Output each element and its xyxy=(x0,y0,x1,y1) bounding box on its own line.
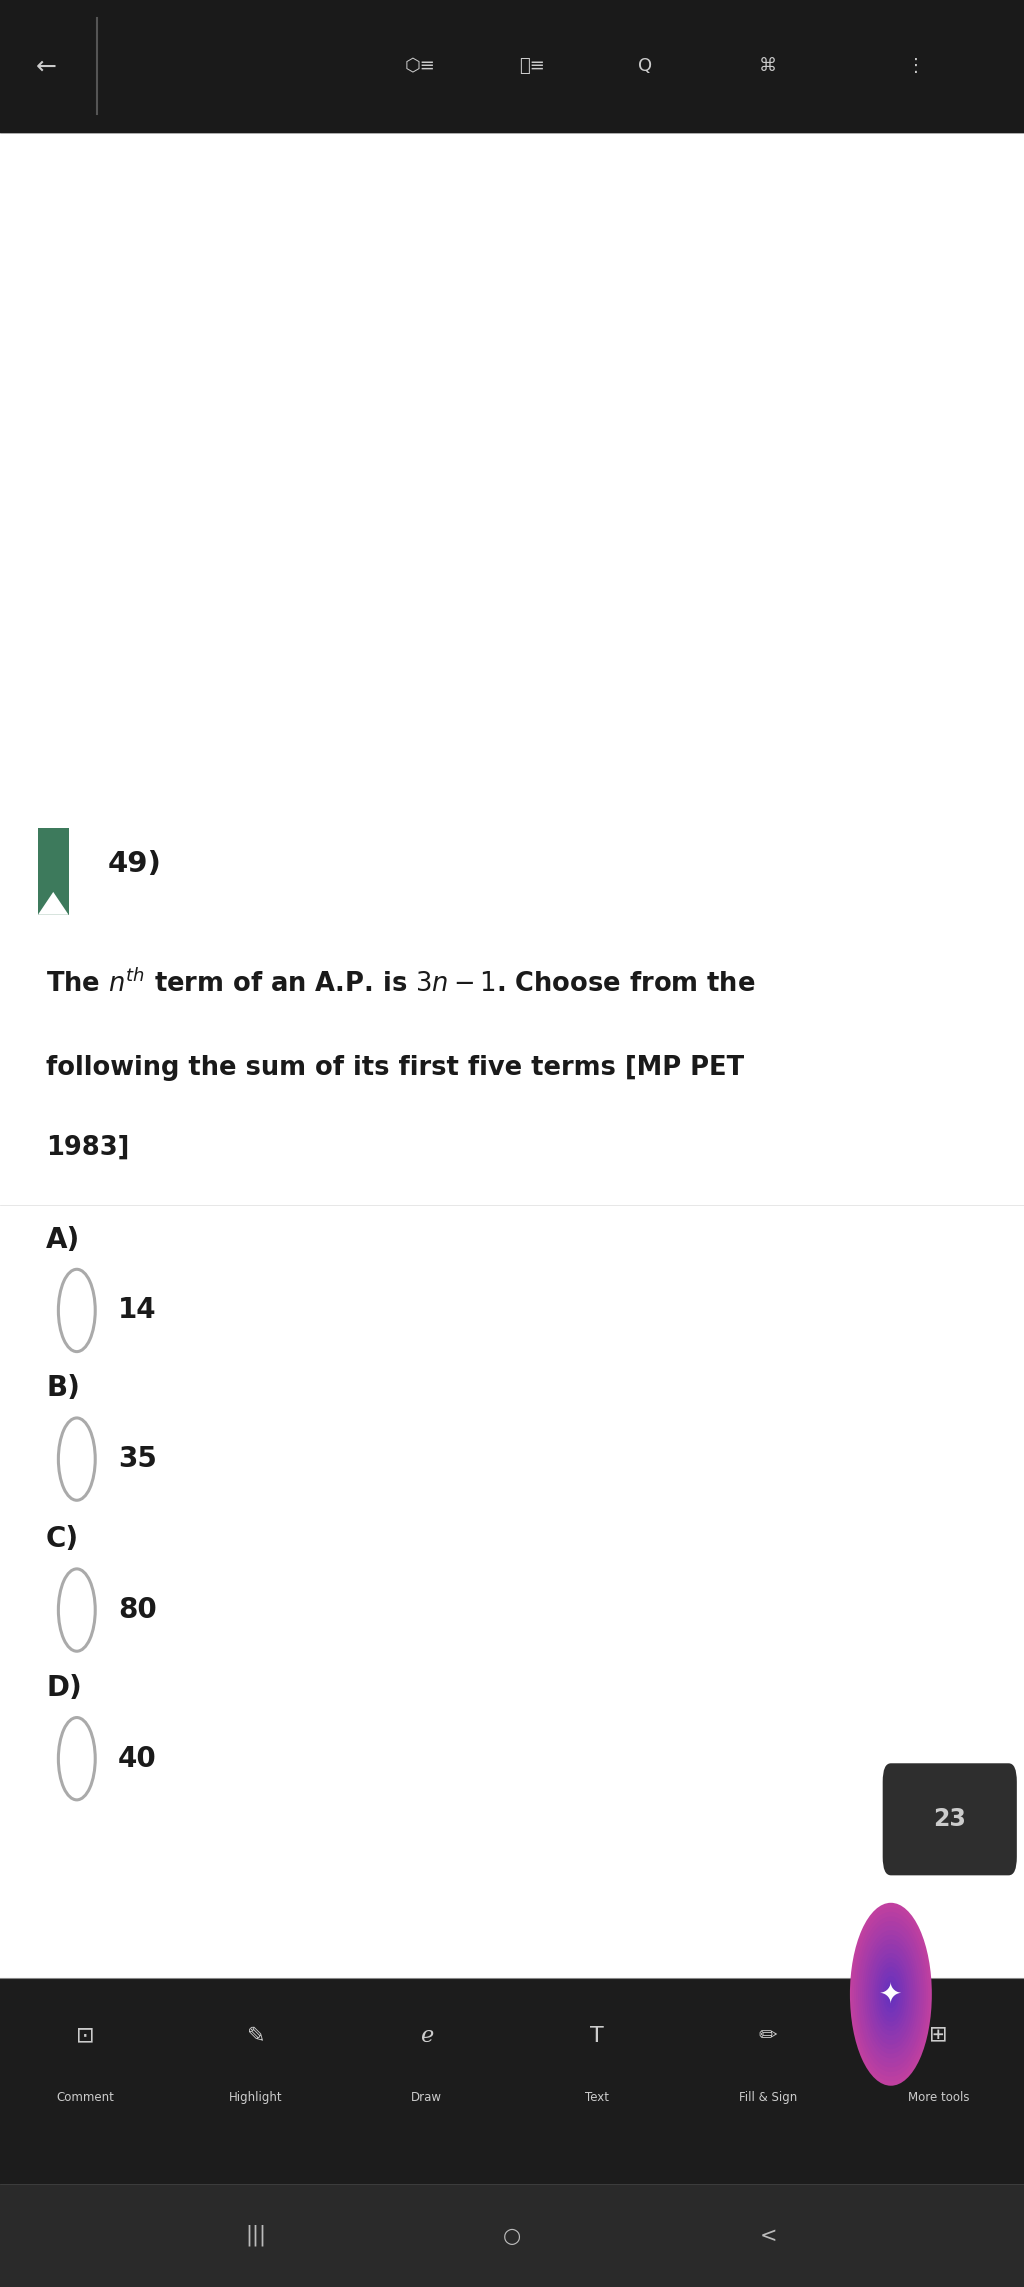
Text: The $n^{th}$ term of an A.P. is $3n-1$. Choose from the: The $n^{th}$ term of an A.P. is $3n-1$. … xyxy=(46,970,756,997)
Circle shape xyxy=(879,1967,903,2022)
Circle shape xyxy=(856,1917,926,2072)
Text: 1983]: 1983] xyxy=(46,1134,129,1162)
Text: 49): 49) xyxy=(108,851,162,878)
Text: Text: Text xyxy=(586,2090,609,2104)
Text: ⬡≡: ⬡≡ xyxy=(404,57,435,75)
Circle shape xyxy=(885,1981,897,2008)
Text: ⋮: ⋮ xyxy=(907,57,926,75)
Text: Comment: Comment xyxy=(56,2090,115,2104)
Circle shape xyxy=(862,1930,920,2058)
Circle shape xyxy=(866,1939,915,2049)
Text: C): C) xyxy=(46,1525,79,1553)
Text: |||: ||| xyxy=(246,2225,266,2246)
Circle shape xyxy=(850,1903,932,2086)
Circle shape xyxy=(854,1912,928,2077)
Text: ✎: ✎ xyxy=(247,2026,265,2047)
Text: 14: 14 xyxy=(118,1297,157,1324)
Text: Q: Q xyxy=(638,57,652,75)
Text: ✦: ✦ xyxy=(880,1981,902,2008)
Circle shape xyxy=(870,1949,911,2040)
Circle shape xyxy=(883,1976,899,2013)
FancyBboxPatch shape xyxy=(0,0,1024,133)
Circle shape xyxy=(858,1921,924,2067)
Text: ⬜≡: ⬜≡ xyxy=(519,57,546,75)
Text: D): D) xyxy=(46,1674,82,1702)
Text: ⊡: ⊡ xyxy=(76,2026,94,2047)
Text: <: < xyxy=(759,2225,777,2246)
Text: ℯ: ℯ xyxy=(420,2026,433,2047)
Circle shape xyxy=(874,1958,907,2031)
FancyBboxPatch shape xyxy=(0,1978,1024,2184)
Text: ⊞: ⊞ xyxy=(930,2026,948,2047)
FancyBboxPatch shape xyxy=(883,1763,1017,1875)
Text: ←: ← xyxy=(36,55,56,78)
Text: B): B) xyxy=(46,1374,80,1402)
Text: 40: 40 xyxy=(118,1745,157,1772)
Text: ⌘: ⌘ xyxy=(759,57,777,75)
Circle shape xyxy=(881,1971,901,2017)
FancyBboxPatch shape xyxy=(0,133,1024,1978)
Circle shape xyxy=(872,1953,909,2035)
Text: Highlight: Highlight xyxy=(229,2090,283,2104)
Circle shape xyxy=(887,1985,895,2003)
Text: More tools: More tools xyxy=(908,2090,970,2104)
Text: Draw: Draw xyxy=(412,2090,442,2104)
Text: ✏: ✏ xyxy=(759,2026,777,2047)
Circle shape xyxy=(852,1907,930,2081)
Circle shape xyxy=(877,1962,905,2026)
Text: following the sum of its first five terms [MP PET: following the sum of its first five term… xyxy=(46,1054,744,1082)
Text: ○: ○ xyxy=(503,2225,521,2246)
Circle shape xyxy=(889,1990,893,1999)
Text: A): A) xyxy=(46,1226,80,1253)
Text: 23: 23 xyxy=(933,1807,966,1832)
Circle shape xyxy=(860,1926,922,2063)
FancyBboxPatch shape xyxy=(0,2184,1024,2287)
Text: T: T xyxy=(591,2026,604,2047)
Text: 80: 80 xyxy=(118,1596,157,1624)
Circle shape xyxy=(868,1944,913,2045)
Text: 35: 35 xyxy=(118,1445,157,1473)
Text: Fill & Sign: Fill & Sign xyxy=(739,2090,797,2104)
FancyBboxPatch shape xyxy=(38,828,69,915)
Polygon shape xyxy=(38,892,69,915)
Circle shape xyxy=(864,1935,918,2054)
